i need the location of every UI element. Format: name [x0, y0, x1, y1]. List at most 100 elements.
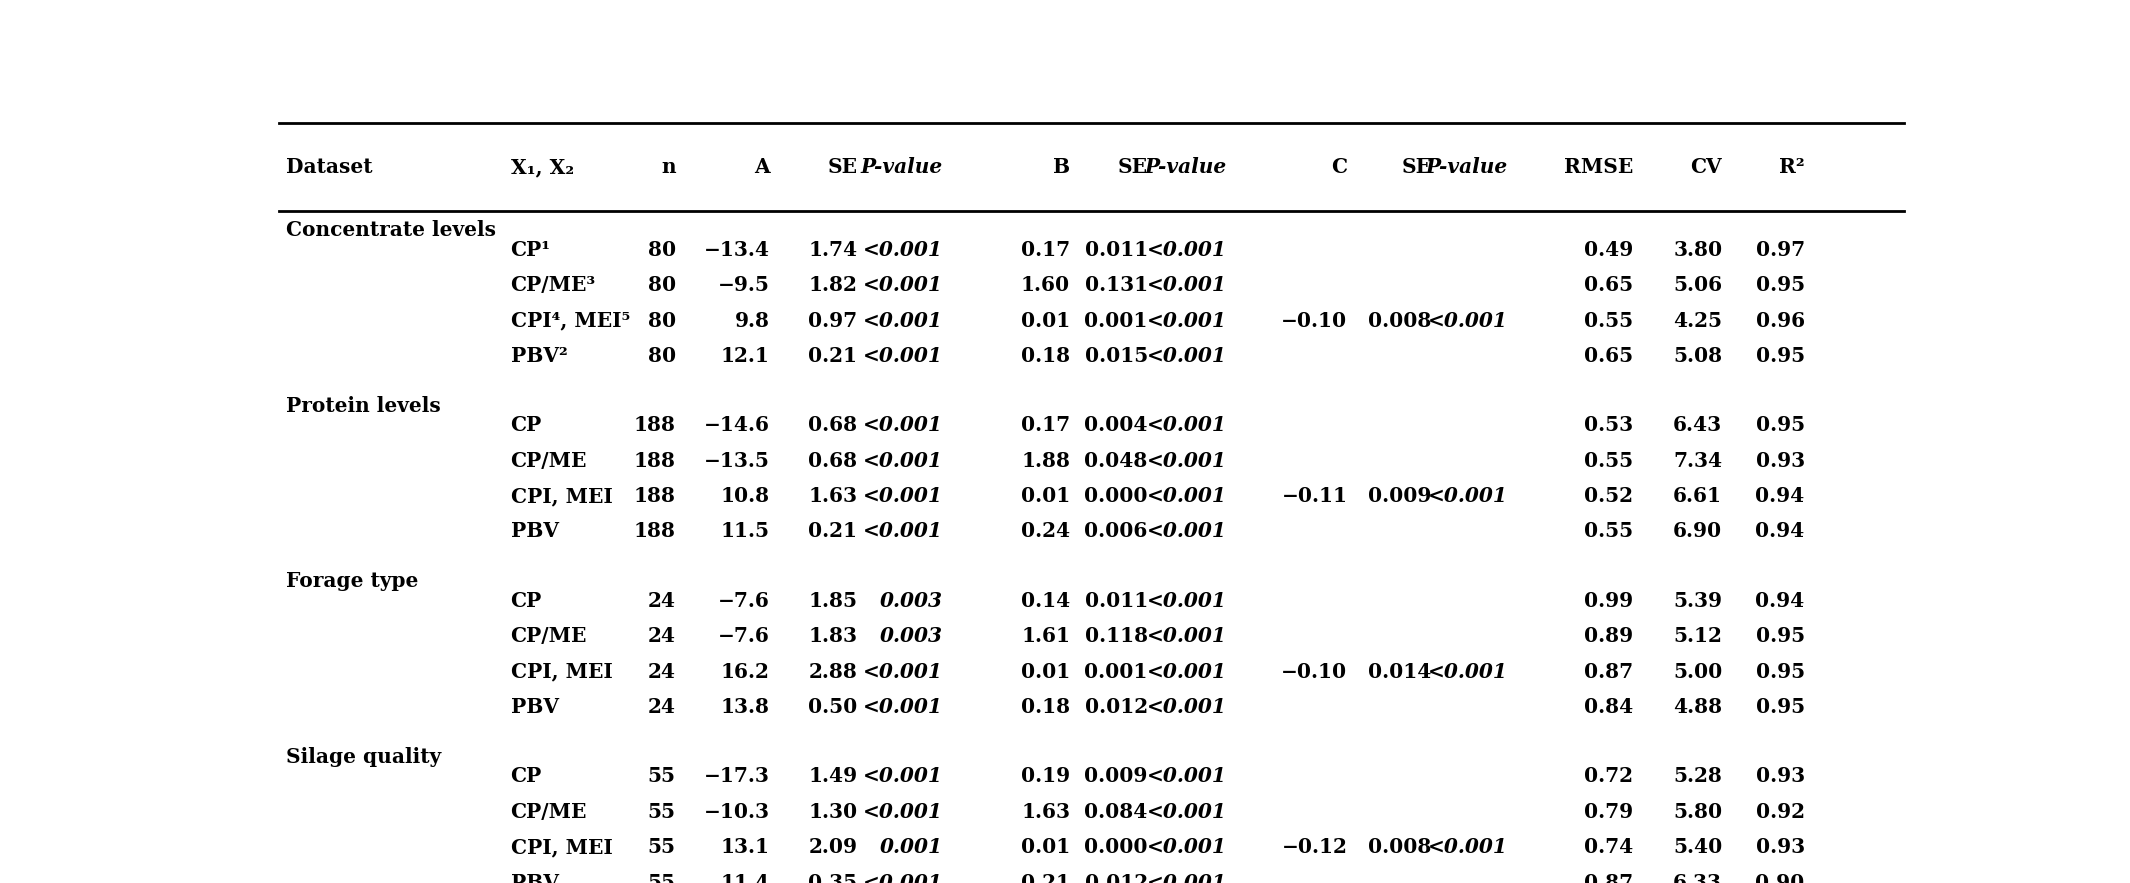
- Text: 0.84: 0.84: [1585, 697, 1634, 717]
- Text: CP/ME: CP/ME: [511, 450, 588, 471]
- Text: <0.001: <0.001: [863, 487, 944, 506]
- Text: 0.008: 0.008: [1367, 311, 1431, 330]
- Text: <0.001: <0.001: [1148, 450, 1227, 471]
- Text: 11.5: 11.5: [720, 522, 769, 541]
- Text: 0.99: 0.99: [1585, 591, 1634, 611]
- Text: <0.001: <0.001: [1148, 872, 1227, 883]
- Text: <0.001: <0.001: [1148, 661, 1227, 682]
- Text: 7.34: 7.34: [1672, 450, 1723, 471]
- Text: CPI⁴, MEI⁵: CPI⁴, MEI⁵: [511, 311, 630, 330]
- Text: −13.5: −13.5: [703, 450, 769, 471]
- Text: 0.012: 0.012: [1084, 872, 1148, 883]
- Text: 1.30: 1.30: [807, 802, 856, 822]
- Text: 0.89: 0.89: [1585, 626, 1634, 646]
- Text: 0.52: 0.52: [1585, 487, 1634, 506]
- Text: 0.55: 0.55: [1585, 311, 1634, 330]
- Text: <0.001: <0.001: [863, 802, 944, 822]
- Text: 0.21: 0.21: [807, 522, 856, 541]
- Text: <0.001: <0.001: [1148, 626, 1227, 646]
- Text: <0.001: <0.001: [1427, 487, 1508, 506]
- Text: n: n: [660, 157, 675, 177]
- Text: 0.118: 0.118: [1084, 626, 1148, 646]
- Text: <0.001: <0.001: [863, 522, 944, 541]
- Text: 0.96: 0.96: [1755, 311, 1804, 330]
- Text: 0.084: 0.084: [1084, 802, 1148, 822]
- Text: 0.55: 0.55: [1585, 450, 1634, 471]
- Text: 0.001: 0.001: [1084, 661, 1148, 682]
- Text: 0.94: 0.94: [1755, 591, 1804, 611]
- Text: CPI, MEI: CPI, MEI: [511, 487, 611, 506]
- Text: −9.5: −9.5: [718, 275, 769, 295]
- Text: 0.14: 0.14: [1020, 591, 1069, 611]
- Text: 0.95: 0.95: [1755, 415, 1804, 435]
- Text: 9.8: 9.8: [735, 311, 769, 330]
- Text: 6.43: 6.43: [1672, 415, 1723, 435]
- Text: 0.131: 0.131: [1084, 275, 1148, 295]
- Text: 1.82: 1.82: [809, 275, 856, 295]
- Text: <0.001: <0.001: [863, 415, 944, 435]
- Text: 0.87: 0.87: [1585, 661, 1634, 682]
- Text: 13.1: 13.1: [720, 837, 769, 857]
- Text: <0.001: <0.001: [1148, 415, 1227, 435]
- Text: <0.001: <0.001: [863, 697, 944, 717]
- Text: Forage type: Forage type: [285, 571, 417, 592]
- Text: 1.49: 1.49: [807, 766, 856, 787]
- Text: 0.79: 0.79: [1585, 802, 1634, 822]
- Text: 55: 55: [648, 872, 675, 883]
- Text: 0.17: 0.17: [1020, 415, 1069, 435]
- Text: 24: 24: [648, 591, 675, 611]
- Text: 0.92: 0.92: [1755, 802, 1804, 822]
- Text: 0.009: 0.009: [1367, 487, 1431, 506]
- Text: −10.3: −10.3: [703, 802, 769, 822]
- Text: 0.01: 0.01: [1020, 487, 1069, 506]
- Text: 3.80: 3.80: [1672, 240, 1723, 260]
- Text: 0.93: 0.93: [1755, 450, 1804, 471]
- Text: 55: 55: [648, 837, 675, 857]
- Text: 0.97: 0.97: [807, 311, 856, 330]
- Text: 1.61: 1.61: [1020, 626, 1069, 646]
- Text: 0.95: 0.95: [1755, 626, 1804, 646]
- Text: 0.003: 0.003: [880, 626, 944, 646]
- Text: 24: 24: [648, 661, 675, 682]
- Text: 6.90: 6.90: [1672, 522, 1723, 541]
- Text: 0.21: 0.21: [1020, 872, 1069, 883]
- Text: 5.28: 5.28: [1674, 766, 1723, 787]
- Text: 188: 188: [633, 450, 675, 471]
- Text: R²: R²: [1779, 157, 1804, 177]
- Text: 0.93: 0.93: [1755, 837, 1804, 857]
- Text: <0.001: <0.001: [863, 661, 944, 682]
- Text: 1.83: 1.83: [807, 626, 856, 646]
- Text: 5.12: 5.12: [1674, 626, 1723, 646]
- Text: −17.3: −17.3: [703, 766, 769, 787]
- Text: 0.001: 0.001: [880, 837, 944, 857]
- Text: 0.65: 0.65: [1585, 275, 1634, 295]
- Text: 80: 80: [648, 311, 675, 330]
- Text: −0.11: −0.11: [1282, 487, 1348, 506]
- Text: Concentrate levels: Concentrate levels: [285, 221, 496, 240]
- Text: 0.000: 0.000: [1084, 487, 1148, 506]
- Text: CP/ME: CP/ME: [511, 802, 588, 822]
- Text: 188: 188: [633, 415, 675, 435]
- Text: RMSE: RMSE: [1563, 157, 1634, 177]
- Text: 0.72: 0.72: [1585, 766, 1634, 787]
- Text: 55: 55: [648, 802, 675, 822]
- Text: 0.50: 0.50: [807, 697, 856, 717]
- Text: 0.97: 0.97: [1755, 240, 1804, 260]
- Text: 0.009: 0.009: [1084, 766, 1148, 787]
- Text: 4.25: 4.25: [1674, 311, 1723, 330]
- Text: 0.95: 0.95: [1755, 697, 1804, 717]
- Text: −7.6: −7.6: [718, 591, 769, 611]
- Text: 5.06: 5.06: [1672, 275, 1723, 295]
- Text: 0.01: 0.01: [1020, 837, 1069, 857]
- Text: <0.001: <0.001: [1148, 837, 1227, 857]
- Text: 0.011: 0.011: [1084, 240, 1148, 260]
- Text: 0.012: 0.012: [1084, 697, 1148, 717]
- Text: 0.68: 0.68: [807, 450, 856, 471]
- Text: −0.10: −0.10: [1282, 661, 1348, 682]
- Text: 80: 80: [648, 275, 675, 295]
- Text: −0.10: −0.10: [1282, 311, 1348, 330]
- Text: −0.12: −0.12: [1282, 837, 1348, 857]
- Text: CP: CP: [511, 591, 541, 611]
- Text: <0.001: <0.001: [1148, 766, 1227, 787]
- Text: X₁, X₂: X₁, X₂: [511, 157, 573, 177]
